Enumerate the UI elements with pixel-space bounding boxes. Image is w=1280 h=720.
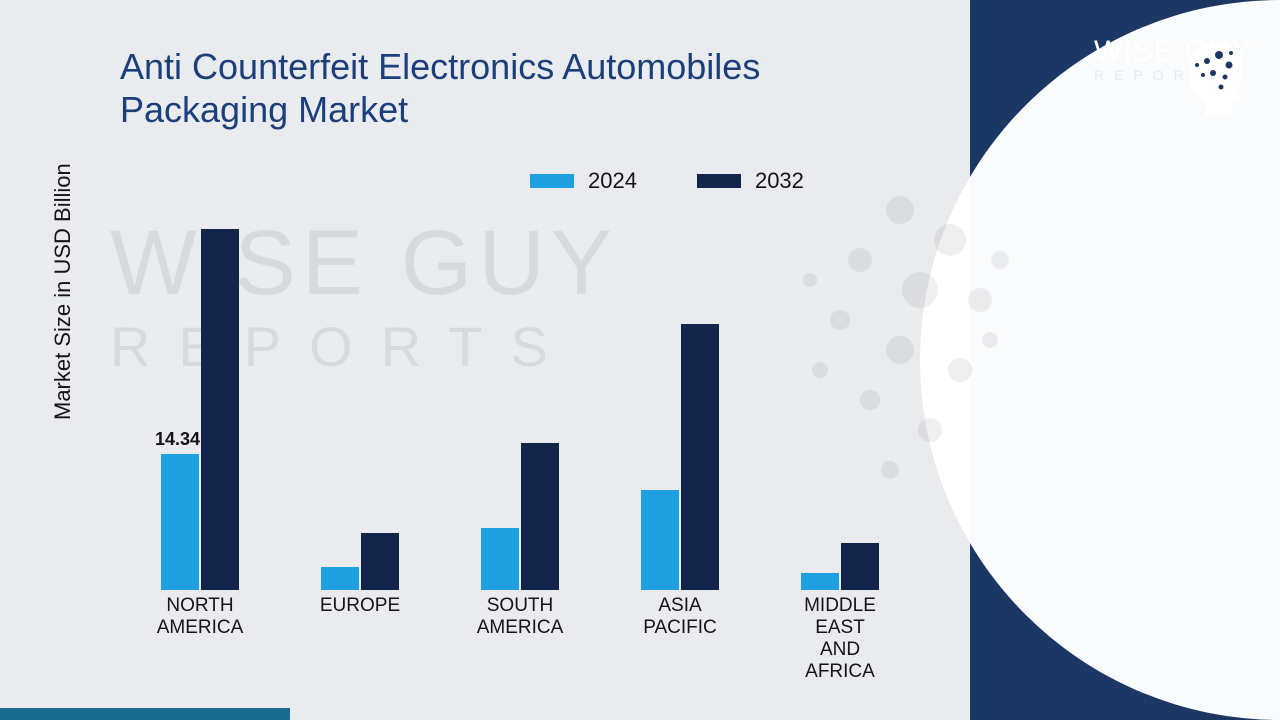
bar-2032 bbox=[201, 229, 239, 590]
x-tick-label: ASIAPACIFIC bbox=[600, 595, 760, 639]
bar-2032 bbox=[361, 533, 399, 590]
bar-2024 bbox=[801, 573, 839, 590]
x-tick-label: SOUTHAMERICA bbox=[440, 595, 600, 639]
bar-2032 bbox=[841, 543, 879, 591]
y-axis-label: Market Size in USD Billion bbox=[50, 163, 76, 420]
chart-area: Market Size in USD Billion 2024 2032 14.… bbox=[50, 170, 940, 700]
plot-region: 14.34 bbox=[120, 210, 940, 590]
x-tick-label: NORTHAMERICA bbox=[120, 595, 280, 639]
bar-2032 bbox=[681, 324, 719, 590]
bottom-strip bbox=[0, 708, 290, 720]
bar-value-label: 14.34 bbox=[155, 429, 200, 450]
bar-2024 bbox=[641, 490, 679, 590]
legend-swatch-2024 bbox=[530, 174, 574, 188]
legend-label-2032: 2032 bbox=[755, 168, 804, 194]
x-tick-label: MIDDLEEASTANDAFRICA bbox=[760, 595, 920, 682]
bar-2024 bbox=[161, 454, 199, 590]
legend: 2024 2032 bbox=[530, 168, 804, 194]
bar-2024 bbox=[481, 528, 519, 590]
legend-item-2024: 2024 bbox=[530, 168, 637, 194]
legend-item-2032: 2032 bbox=[697, 168, 804, 194]
x-tick-label: EUROPE bbox=[280, 595, 440, 617]
bar-2024 bbox=[321, 567, 359, 590]
stage: Anti Counterfeit Electronics Automobiles… bbox=[0, 0, 1280, 720]
legend-label-2024: 2024 bbox=[588, 168, 637, 194]
brand-logo: WISE GUY REPORTS bbox=[1094, 35, 1252, 83]
legend-swatch-2032 bbox=[697, 174, 741, 188]
chart-title: Anti Counterfeit Electronics Automobiles… bbox=[120, 45, 820, 131]
brand-word-1: WISE bbox=[1094, 35, 1175, 68]
bar-2032 bbox=[521, 443, 559, 590]
head-icon bbox=[1185, 41, 1249, 119]
